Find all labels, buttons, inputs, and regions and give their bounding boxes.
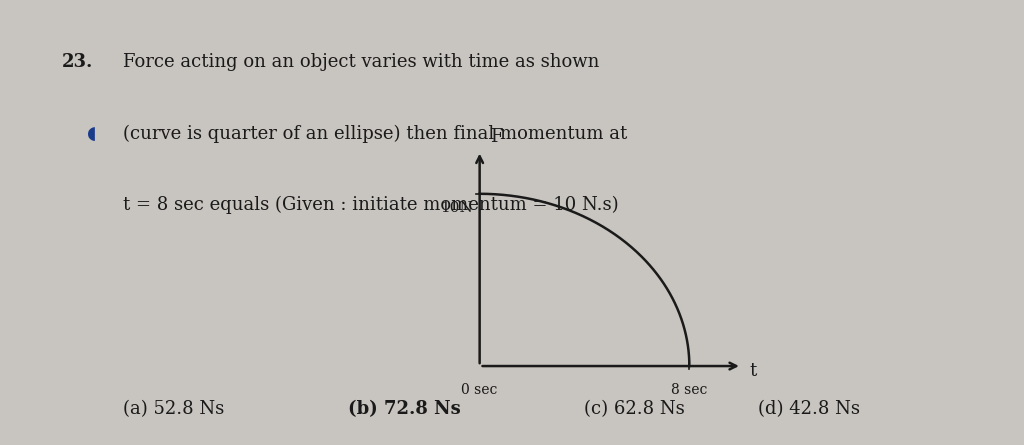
Text: (curve is quarter of an ellipse) then final momentum at: (curve is quarter of an ellipse) then fi…	[123, 125, 627, 143]
Text: (d) 42.8 Ns: (d) 42.8 Ns	[758, 400, 860, 418]
Text: ◖: ◖	[87, 125, 96, 142]
Text: F: F	[490, 128, 503, 146]
Text: 0 sec: 0 sec	[462, 383, 498, 397]
Text: 8 sec: 8 sec	[671, 383, 708, 397]
Text: Force acting on an object varies with time as shown: Force acting on an object varies with ti…	[123, 53, 599, 71]
Text: t = 8 sec equals (Given : initiate momentum = 10 N.s): t = 8 sec equals (Given : initiate momen…	[123, 196, 618, 214]
Text: (a) 52.8 Ns: (a) 52.8 Ns	[123, 400, 224, 418]
Text: 10N: 10N	[440, 201, 473, 214]
Text: t: t	[750, 362, 757, 380]
Text: (b) 72.8 Ns: (b) 72.8 Ns	[348, 400, 461, 418]
Text: (c) 62.8 Ns: (c) 62.8 Ns	[584, 400, 684, 418]
Text: 23.: 23.	[61, 53, 93, 71]
